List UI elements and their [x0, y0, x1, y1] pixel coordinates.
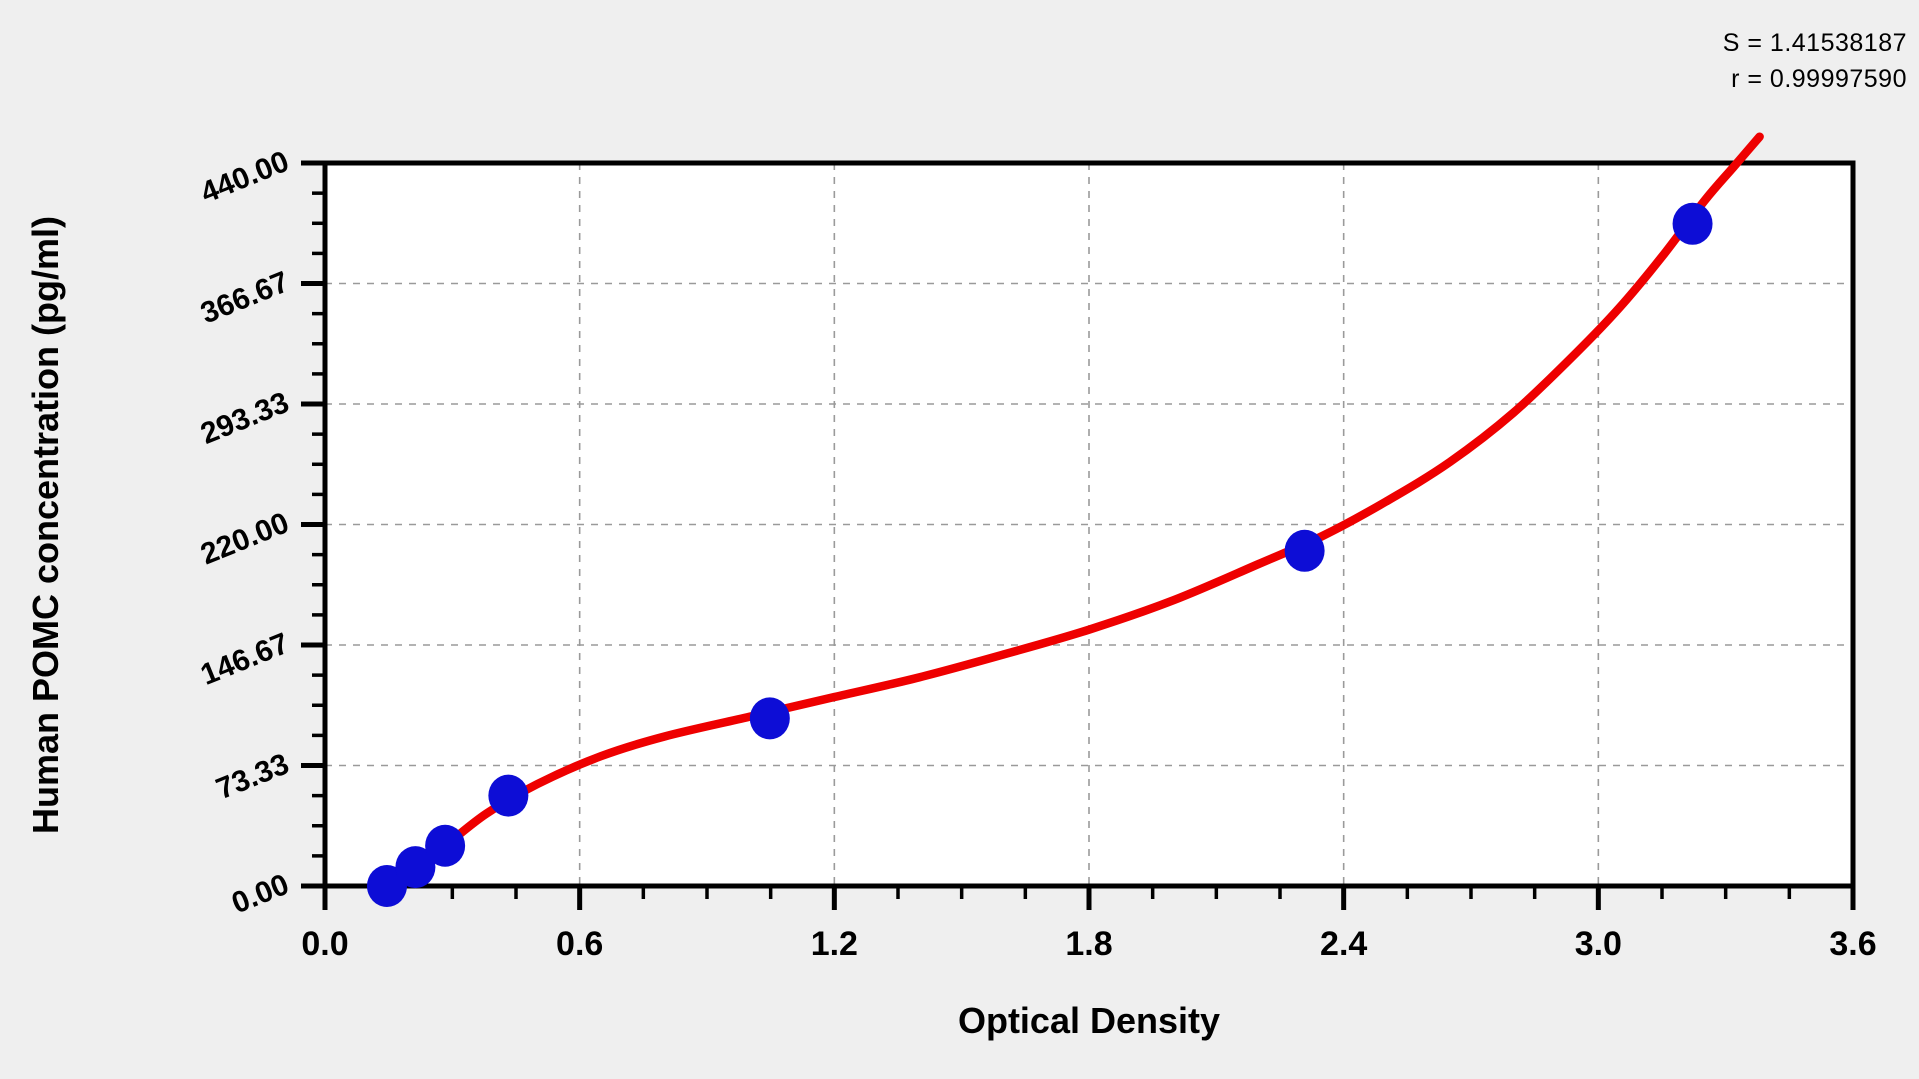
y-axis-ticks	[301, 160, 325, 889]
x-axis-ticks	[322, 886, 1856, 910]
slope-annotation: S = 1.41538187	[1722, 29, 1907, 57]
x-tick-label: 2.4	[1320, 925, 1367, 963]
y-axis-title: Human POMC concentration (pg/ml)	[25, 216, 66, 834]
data-point	[1284, 529, 1325, 572]
y-tick-label: 440.00	[196, 145, 293, 210]
x-tick-label: 3.6	[1829, 925, 1876, 963]
data-point	[1672, 202, 1713, 245]
x-tick-label: 3.0	[1575, 925, 1622, 963]
correlation-annotation: r = 0.99997590	[1731, 64, 1907, 93]
y-tick-label: 146.67	[196, 627, 293, 692]
x-axis-title: Optical Density	[958, 1000, 1220, 1041]
x-tick-label: 0.0	[301, 925, 348, 963]
y-tick-label: 73.33	[212, 747, 294, 806]
data-point	[366, 865, 407, 907]
y-tick-label: 220.00	[196, 506, 293, 571]
x-tick-label: 1.8	[1065, 925, 1112, 963]
y-tick-label: 293.33	[196, 386, 293, 451]
data-point	[425, 824, 466, 867]
data-point	[488, 774, 529, 817]
x-tick-label: 1.2	[811, 925, 858, 963]
y-axis-tick-labels: 0.00 73.33 146.67 220.00 293.33 366.67 440.00	[196, 145, 293, 920]
data-point	[749, 697, 790, 740]
x-axis-tick-labels: 0.0 0.6 1.2 1.8 2.4 3.0 3.6	[301, 925, 1876, 963]
y-tick-label: 366.67	[196, 265, 293, 330]
x-tick-label: 0.6	[556, 925, 603, 963]
y-tick-label: 0.00	[227, 868, 294, 920]
data-point	[395, 846, 436, 889]
fit-statistics-annotation: S = 1.41538187 r = 0.99997590	[1723, 26, 1907, 97]
data-point-group	[366, 202, 1713, 907]
fit-curve	[379, 132, 1764, 891]
